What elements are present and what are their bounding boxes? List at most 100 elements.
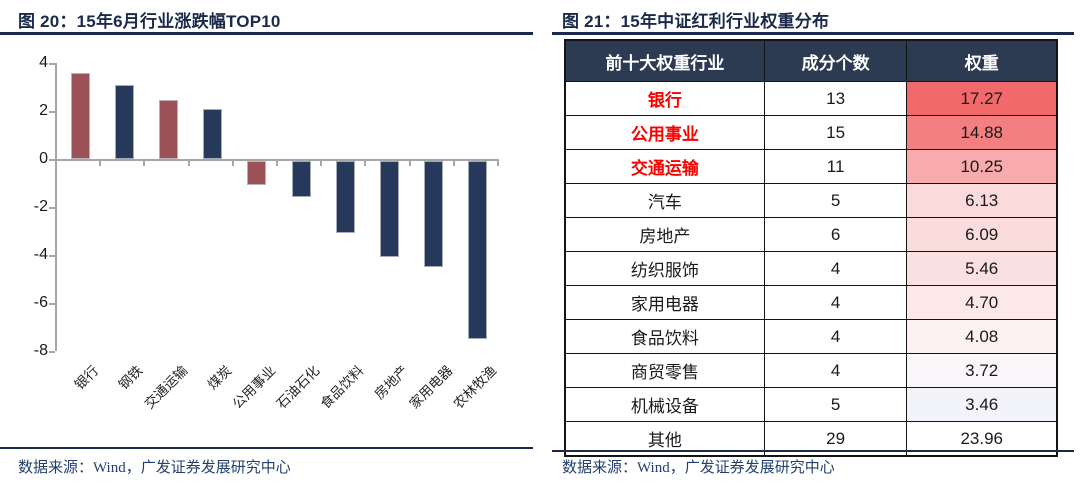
table-row: 食品饮料 4 4.08: [564, 319, 1058, 354]
x-axis-label: 煤炭: [204, 362, 235, 393]
y-axis-tick: [49, 207, 55, 209]
x-axis-label: 钢铁: [116, 362, 146, 393]
figure-20-title: 图 20：15年6月行业涨跌幅TOP10: [18, 12, 281, 31]
weight-cell: 6.09: [906, 217, 1058, 252]
figure-21-bottom-rule: [552, 450, 1074, 452]
bar-煤炭: [203, 108, 223, 159]
table-row: 交通运输 11 10.25: [564, 149, 1058, 184]
weight-cell: 3.72: [906, 353, 1058, 388]
industry-cell: 纺织服饰: [564, 251, 765, 286]
table-row: 银行 13 17.27: [564, 81, 1058, 116]
figure-21-title: 图 21：15年中证红利行业权重分布: [562, 12, 830, 31]
industry-cell: 食品饮料: [564, 319, 765, 354]
figure-21-source: 数据来源：Wind，广发证券发展研究中心: [562, 460, 835, 476]
column-header: 成分个数: [763, 39, 908, 82]
bar-食品饮料: [335, 161, 355, 233]
industry-cell: 汽车: [564, 183, 765, 218]
y-axis-line: [55, 63, 57, 351]
table-row: 汽车 5 6.13: [564, 183, 1058, 218]
table-header-row: 前十大权重行业 成分个数 权重: [564, 39, 1058, 82]
constituent-count-cell: 4: [763, 319, 908, 354]
x-axis-label: 银行: [71, 362, 102, 393]
industry-cell: 家用电器: [564, 285, 765, 320]
constituent-count-cell: 13: [763, 81, 908, 116]
figure-20-source: 数据来源：Wind，广发证券发展研究中心: [18, 460, 291, 476]
figure-20-bottom-rule: [0, 447, 533, 449]
industry-cell: 房地产: [564, 217, 765, 252]
y-axis-tick-label: 0: [39, 150, 48, 167]
table-row: 家用电器 4 4.70: [564, 285, 1058, 320]
x-axis-label: 食品饮料: [317, 362, 367, 412]
x-axis-label: 交通运输: [141, 362, 190, 412]
bar-钢铁: [114, 84, 134, 159]
table-row: 商贸零售 4 3.72: [564, 353, 1058, 388]
table-row: 纺织服饰 4 5.46: [564, 251, 1058, 286]
weight-cell: 5.46: [906, 251, 1058, 286]
bar-家用电器: [424, 161, 444, 267]
industry-cell: 机械设备: [564, 387, 765, 422]
industry-cell: 公用事业: [564, 115, 765, 150]
x-axis-label: 石油石化: [273, 362, 323, 412]
weight-cell: 3.46: [906, 387, 1058, 422]
y-axis-tick-label: -6: [33, 294, 48, 311]
table-row: 公用事业 15 14.88: [564, 115, 1058, 150]
constituent-count-cell: 4: [763, 251, 908, 286]
x-axis-tick: [55, 161, 57, 166]
dividend-weight-table: 前十大权重行业 成分个数 权重 银行 13 17.27 公用事业 15 14.88 交通运输 11…: [564, 39, 1058, 457]
constituent-count-cell: 15: [763, 115, 908, 150]
x-axis-tick: [231, 161, 234, 166]
x-axis-tick: [187, 161, 190, 166]
figure-20-panel: 图 20：15年6月行业涨跌幅TOP10 4 2 0 -2 -4 -6 -8 银行 钢铁 交通运输…: [0, 0, 540, 476]
weight-cell: 6.13: [906, 183, 1058, 218]
constituent-count-cell: 4: [763, 285, 908, 320]
x-axis-label: 农林牧渔: [450, 362, 500, 412]
constituent-count-cell: 4: [763, 353, 908, 388]
constituent-count-cell: 5: [763, 387, 908, 422]
weight-cell: 14.88: [906, 115, 1058, 150]
bar-石油石化: [291, 161, 311, 197]
x-axis-tick: [497, 161, 499, 166]
y-axis-tick: [49, 159, 55, 161]
industry-cell: 商贸零售: [564, 353, 765, 388]
constituent-count-cell: 5: [763, 183, 908, 218]
constituent-count-cell: 6: [763, 217, 908, 252]
bar-银行: [70, 72, 90, 159]
x-axis-tick: [276, 161, 278, 166]
x-axis-tick: [364, 161, 367, 166]
figure-21-panel: 图 21：15年中证红利行业权重分布 前十大权重行业 成分个数 权重 银行 13 17.…: [540, 0, 1080, 486]
y-axis-tick-label: 2: [39, 102, 48, 119]
y-axis-tick-label: -4: [33, 246, 48, 263]
x-axis-label: 公用事业: [229, 362, 279, 412]
bar-公用事业: [247, 161, 267, 185]
industry-cell: 交通运输: [564, 149, 765, 184]
x-axis-tick: [99, 161, 102, 166]
y-axis-tick: [49, 303, 55, 305]
x-axis-tick: [143, 161, 146, 166]
table-row: 机械设备 5 3.46: [564, 387, 1058, 422]
y-axis-tick-label: 4: [39, 54, 48, 71]
y-axis-tick-label: -2: [33, 198, 48, 215]
constituent-count-cell: 11: [763, 149, 908, 184]
zero-baseline: [55, 159, 499, 161]
weight-cell: 10.25: [906, 149, 1058, 184]
industry-cell: 银行: [564, 81, 765, 116]
weight-cell: 4.08: [906, 319, 1058, 354]
x-axis-tick: [320, 161, 323, 166]
column-header: 权重: [906, 39, 1058, 82]
industry-change-bar-chart: 4 2 0 -2 -4 -6 -8 银行 钢铁 交通运输 煤炭 公用事业 石油石化 食品饮料 房地产 家用电器…: [0, 0, 540, 440]
column-header: 前十大权重行业: [564, 39, 765, 82]
bar-房地产: [380, 161, 399, 257]
figure-21-title-rule: [552, 32, 1074, 35]
x-axis-label: 家用电器: [406, 362, 456, 412]
y-axis-tick-label: -8: [33, 342, 48, 359]
y-axis-tick: [49, 255, 55, 257]
figure-20-title-rule: [0, 32, 533, 35]
weight-cell: 17.27: [906, 81, 1058, 116]
y-axis-tick: [49, 111, 55, 113]
y-axis-tick: [49, 63, 55, 65]
x-axis-tick: [408, 161, 411, 166]
bar-交通运输: [159, 100, 178, 159]
x-axis-tick: [452, 161, 455, 166]
table-row: 房地产 6 6.09: [564, 217, 1058, 252]
y-axis-tick: [49, 351, 55, 353]
